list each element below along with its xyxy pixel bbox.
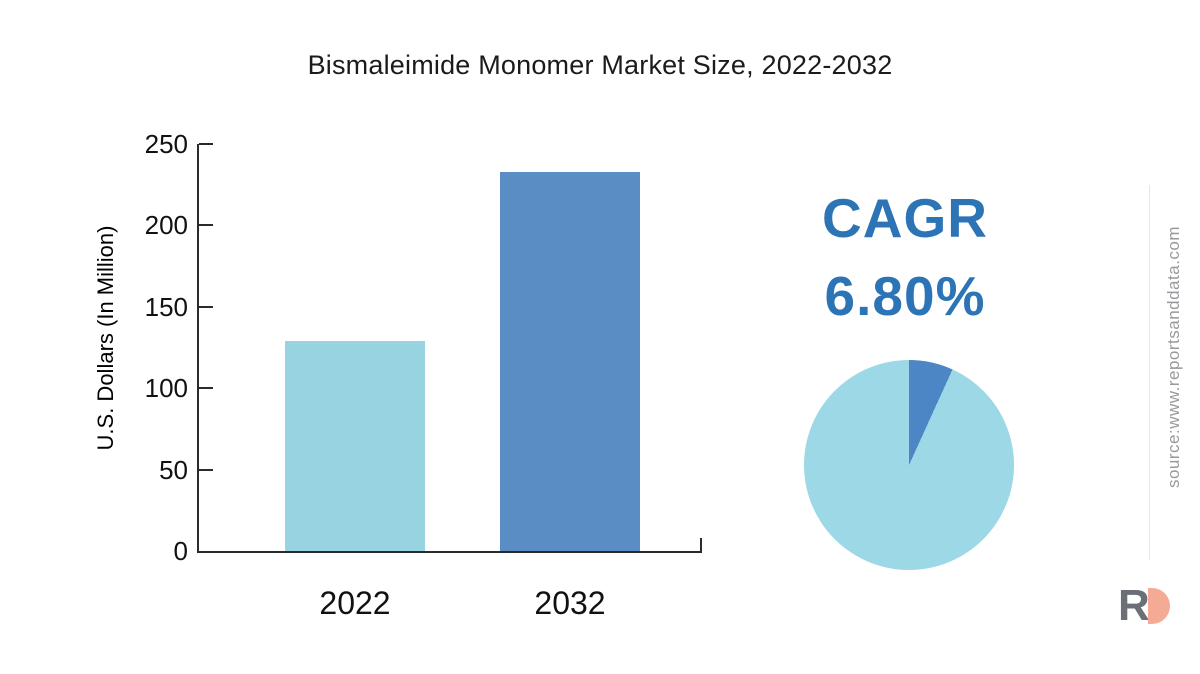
bar-2022 — [285, 340, 425, 551]
y-axis-tick-label: 150 — [144, 291, 188, 322]
y-axis-tick-label: 250 — [144, 129, 188, 159]
y-axis-tick-label: 50 — [159, 454, 188, 485]
x-axis-label-2032: 2032 — [534, 585, 606, 621]
x-axis-label-2022: 2022 — [319, 585, 391, 621]
pie-chart — [804, 360, 1014, 570]
x-axis-end-tick — [700, 538, 702, 551]
y-axis-tick-label: 100 — [144, 373, 188, 404]
y-axis-tick — [199, 143, 213, 145]
y-axis-line — [197, 144, 199, 553]
y-axis-tick — [199, 224, 213, 227]
logo-halfdisc-icon — [1147, 588, 1170, 624]
logo-letter-r: R — [1118, 581, 1150, 630]
x-axis-line — [197, 551, 702, 553]
cagr-label: CAGR — [822, 187, 988, 249]
y-axis-label: U.S. Dollars (In Million) — [93, 225, 118, 451]
y-axis-tick-label: 0 — [173, 536, 188, 566]
chart-title: Bismaleimide Monomer Market Size, 2022-2… — [307, 50, 893, 80]
bar-2032 — [500, 171, 640, 551]
cagr-value: 6.80% — [824, 265, 986, 327]
y-axis-tick — [199, 387, 213, 390]
y-axis-tick — [199, 305, 213, 308]
y-axis-tick-label: 200 — [144, 210, 188, 241]
right-divider-line — [1149, 185, 1150, 560]
y-axis-tick — [199, 468, 213, 471]
source-attribution: source:www.reportsanddata.com — [1164, 225, 1183, 489]
reports-and-data-logo: R — [1118, 581, 1170, 630]
